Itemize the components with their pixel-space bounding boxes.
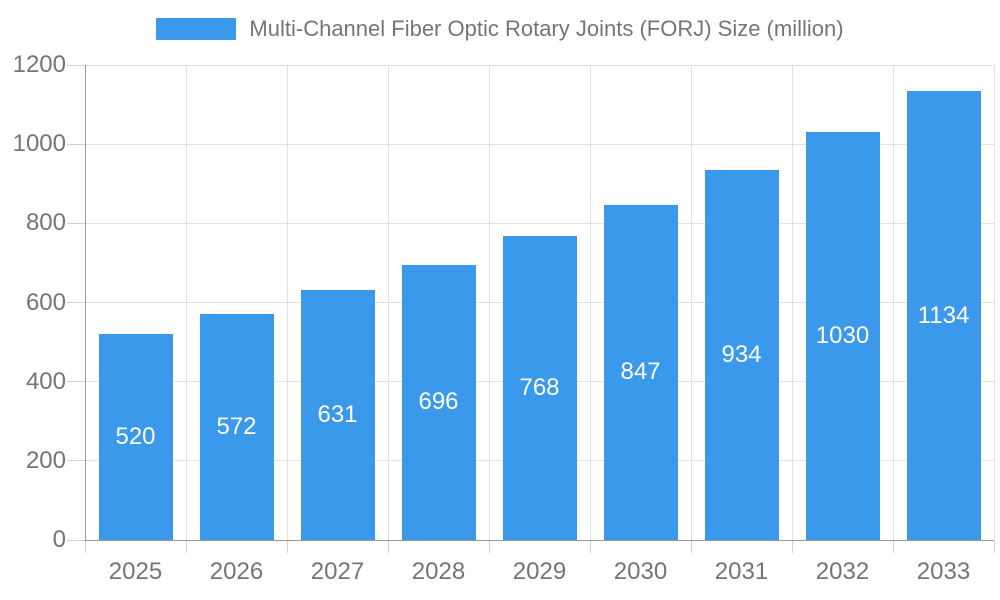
bar-value-label: 520 [115, 423, 156, 451]
x-grid-line [791, 65, 793, 540]
x-grid-line [892, 65, 894, 540]
x-tick [387, 540, 389, 553]
bar[interactable] [300, 290, 375, 540]
legend-item[interactable]: Multi-Channel Fiber Optic Rotary Joints … [156, 14, 844, 44]
bar-value-label: 631 [317, 401, 358, 429]
legend-swatch-icon [156, 18, 237, 40]
bar[interactable] [401, 264, 476, 540]
x-tick-label: 2030 [613, 558, 668, 585]
y-grid-line [85, 143, 994, 145]
y-tick-label: 600 [25, 288, 66, 316]
bar[interactable] [704, 170, 779, 540]
bar[interactable] [906, 91, 981, 540]
x-grid-line [387, 65, 389, 540]
y-grid-line [85, 64, 994, 66]
bar-value-label: 1030 [815, 322, 870, 350]
y-tick-label: 200 [25, 446, 66, 474]
y-tick [67, 222, 85, 224]
x-tick-label: 2026 [209, 558, 264, 585]
bar[interactable] [98, 334, 173, 540]
x-tick-label: 2025 [108, 558, 163, 585]
bar-value-label: 934 [721, 341, 762, 369]
x-axis-line [85, 539, 994, 541]
x-tick [185, 540, 187, 553]
x-tick [286, 540, 288, 553]
x-tick-label: 2029 [512, 558, 567, 585]
y-tick [67, 143, 85, 145]
y-tick [67, 64, 85, 66]
bar[interactable] [502, 236, 577, 540]
y-tick-label: 0 [52, 526, 66, 553]
legend-label: Multi-Channel Fiber Optic Rotary Joints … [249, 16, 844, 41]
y-axis-line [84, 65, 86, 540]
y-tick [67, 302, 85, 303]
x-grid-line [993, 65, 995, 540]
y-tick-label: 400 [25, 367, 66, 395]
y-tick-label: 1000 [12, 130, 66, 158]
x-tick [993, 540, 995, 553]
bar-value-label: 768 [519, 374, 560, 401]
x-grid-line [589, 65, 591, 540]
x-tick-label: 2033 [916, 558, 971, 585]
bar-value-label: 696 [418, 388, 459, 416]
bar-value-label: 847 [620, 358, 661, 386]
x-grid-line [185, 65, 187, 540]
x-tick-label: 2032 [815, 558, 870, 585]
x-tick [488, 540, 490, 553]
x-tick [690, 540, 692, 553]
y-tick [67, 381, 85, 383]
y-tick-label: 800 [25, 209, 66, 237]
bar[interactable] [199, 313, 274, 540]
x-tick [589, 540, 591, 553]
bar-value-label: 1134 [917, 301, 970, 329]
x-tick-label: 2031 [714, 558, 769, 585]
x-grid-line [690, 65, 692, 540]
y-tick [67, 539, 85, 541]
y-grid-line [85, 222, 994, 224]
x-grid-line [488, 65, 490, 540]
legend: Multi-Channel Fiber Optic Rotary Joints … [0, 14, 1000, 44]
bar[interactable] [603, 204, 678, 540]
bar-value-label: 572 [216, 412, 257, 440]
x-grid-line [286, 65, 288, 540]
x-tick-label: 2028 [411, 558, 466, 585]
x-tick [791, 540, 793, 553]
y-tick-label: 1200 [12, 51, 66, 78]
x-tick-label: 2027 [310, 558, 365, 585]
bar[interactable] [805, 132, 880, 540]
y-tick [67, 460, 85, 462]
x-tick [84, 540, 86, 553]
x-tick [892, 540, 894, 553]
